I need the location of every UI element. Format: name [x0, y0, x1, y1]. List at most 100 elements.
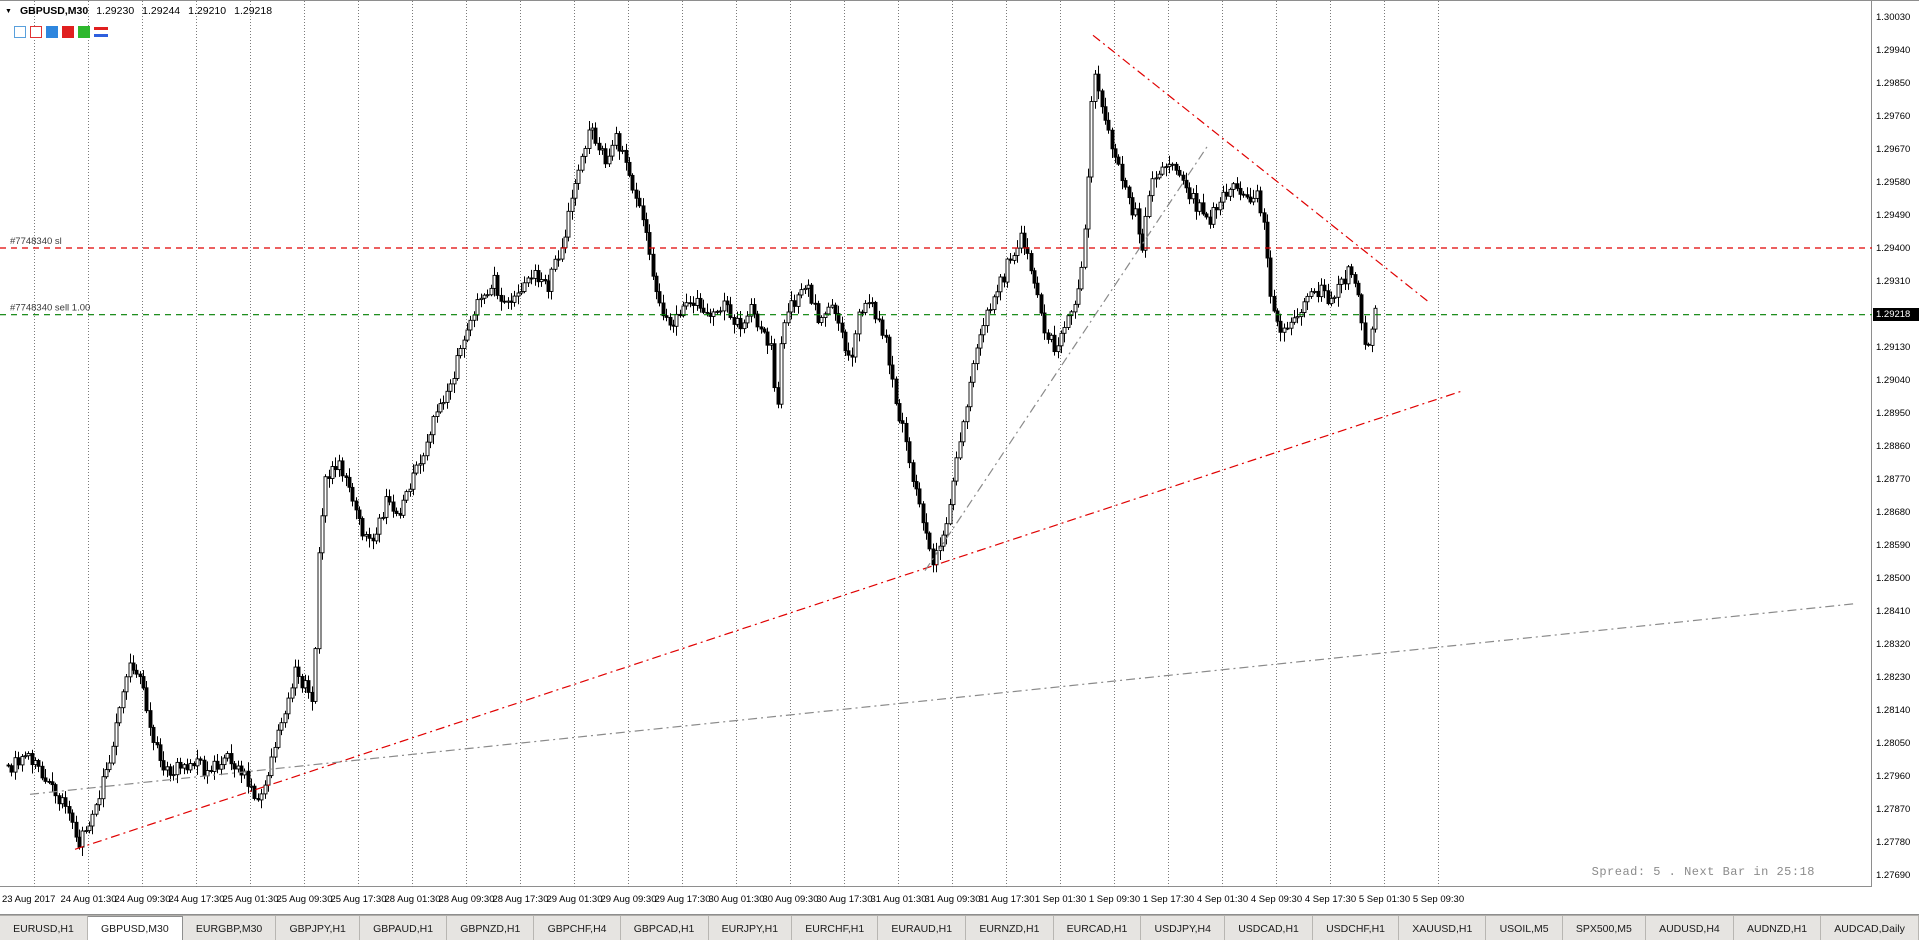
time-axis-label: 30 Aug 01:30	[708, 894, 765, 905]
price-axis-label: 1.28320	[1876, 638, 1911, 650]
time-axis-label: 24 Aug 09:30	[114, 894, 171, 905]
price-axis-label: 1.28680	[1876, 506, 1911, 518]
price-axis-label: 1.27690	[1876, 869, 1911, 881]
time-axis-label: 1 Sep 17:30	[1142, 894, 1195, 905]
marker-red-outline-square-icon[interactable]	[30, 26, 42, 38]
chart-plot-area[interactable]: #7748340 sl #7748340 sell 1.00 ▼ GBPUSD,M…	[0, 1, 1872, 887]
price-axis-label: 1.29490	[1876, 209, 1911, 221]
trendline-gray-steep-ascending[interactable]	[924, 144, 1209, 572]
price-axis-label: 1.28230	[1876, 671, 1911, 683]
tab-gbpnzd-h1[interactable]: GBPNZD,H1	[447, 916, 535, 940]
tab-usoil-m5[interactable]: USOIL,M5	[1486, 916, 1563, 940]
trendline-gray-long-ascending[interactable]	[29, 603, 1856, 795]
time-axis-label: 25 Aug 01:30	[222, 894, 279, 905]
tab-usdjpy-h4[interactable]: USDJPY,H4	[1141, 916, 1226, 940]
spread-nextbar-status: Spread: 5 . Next Bar in 25:18	[1591, 865, 1815, 879]
time-axis-label: 24 Aug 01:30	[60, 894, 117, 905]
price-axis-label: 1.28950	[1876, 407, 1911, 419]
time-axis-label: 31 Aug 01:30	[870, 894, 927, 905]
time-axis-label: 1 Sep 01:30	[1034, 894, 1087, 905]
tab-spx500-m5[interactable]: SPX500,M5	[1563, 916, 1646, 940]
tab-euraud-h1[interactable]: EURAUD,H1	[878, 916, 967, 940]
tab-eurjpy-h1[interactable]: EURJPY,H1	[709, 916, 793, 940]
time-axis-label: 31 Aug 17:30	[978, 894, 1035, 905]
tab-usdchf-h1[interactable]: USDCHF,H1	[1313, 916, 1400, 940]
tab-eurchf-h1[interactable]: EURCHF,H1	[792, 916, 879, 940]
price-axis-label: 1.29760	[1876, 110, 1911, 122]
bear-candles	[6, 73, 1371, 848]
tab-gbpusd-m30[interactable]: GBPUSD,M30	[87, 916, 183, 940]
tab-eurgbp-m30[interactable]: EURGBP,M30	[183, 916, 277, 940]
marker-blue-square-icon[interactable]	[46, 26, 58, 38]
bull-candles	[13, 73, 1378, 848]
bar-high-value: 1.29244	[142, 5, 181, 17]
time-axis-label: 28 Aug 17:30	[492, 894, 549, 905]
price-axis[interactable]: 1.30030 1.29940 1.29850 1.29760 1.29670 1.295…	[1873, 1, 1919, 887]
price-axis-label: 1.27870	[1876, 803, 1911, 815]
tab-gbpjpy-h1[interactable]: GBPJPY,H1	[276, 916, 361, 940]
tab-audcad-daily[interactable]: AUDCAD,Daily	[1821, 916, 1919, 940]
price-axis-label: 1.29040	[1876, 374, 1911, 386]
price-axis-label: 1.29400	[1876, 242, 1911, 254]
order-label: #7748340 sell 1.00	[10, 303, 90, 314]
marker-green-square-icon[interactable]	[78, 26, 90, 38]
price-axis-label: 1.28050	[1876, 737, 1911, 749]
grid-vertical-lines	[34, 1, 1439, 887]
chart-symbol-period: GBPUSD,M30	[19, 5, 89, 17]
tab-audusd-h4[interactable]: AUDUSD,H4	[1646, 916, 1734, 940]
trendline-resistance-red-descending[interactable]	[1092, 34, 1431, 304]
price-axis-label: 1.28140	[1876, 704, 1911, 716]
time-axis-label: 31 Aug 09:30	[924, 894, 981, 905]
tab-gbpchf-h4[interactable]: GBPCHF,H4	[534, 916, 621, 940]
time-axis-label: 30 Aug 09:30	[762, 894, 819, 905]
tab-gbpaud-h1[interactable]: GBPAUD,H1	[360, 916, 448, 940]
marker-red-square-icon[interactable]	[62, 26, 74, 38]
time-axis[interactable]: 23 Aug 2017 24 Aug 01:30 24 Aug 09:30 24 Au…	[0, 888, 1919, 915]
time-axis-label: 5 Sep 09:30	[1412, 894, 1465, 905]
flag-stripe	[94, 27, 108, 30]
time-axis-label: 30 Aug 17:30	[816, 894, 873, 905]
tab-eurcad-h1[interactable]: EURCAD,H1	[1054, 916, 1142, 940]
marker-blue-outline-square-icon[interactable]	[14, 26, 26, 38]
tab-eurusd-h1[interactable]: EURUSD,H1	[0, 916, 88, 940]
tab-audnzd-h1[interactable]: AUDNZD,H1	[1734, 916, 1822, 940]
object-marker-toolbar	[14, 26, 108, 38]
tab-usdcad-h1[interactable]: USDCAD,H1	[1225, 916, 1313, 940]
price-axis-label: 1.29940	[1876, 44, 1911, 56]
price-chart[interactable]: #7748340 sl #7748340 sell 1.00	[0, 1, 1872, 887]
bar-low-value: 1.29210	[188, 5, 227, 17]
trendline-support-red-ascending[interactable]	[74, 390, 1463, 850]
chart-tab-bar: EURUSD,H1 GBPUSD,M30 EURGBP,M30 GBPJPY,H1 GB…	[0, 915, 1919, 940]
bar-open-value: 1.29230	[96, 5, 135, 17]
price-axis-label: 1.29130	[1876, 341, 1911, 353]
tab-eurnzd-h1[interactable]: EURNZD,H1	[966, 916, 1054, 940]
chart-header: ▼ GBPUSD,M30 1.29230 1.29244 1.29210 1.2…	[5, 5, 272, 17]
chevron-down-icon[interactable]: ▼	[5, 8, 12, 15]
time-axis-label: 29 Aug 09:30	[600, 894, 657, 905]
price-axis-label: 1.27780	[1876, 836, 1911, 848]
time-axis-label: 4 Sep 01:30	[1196, 894, 1249, 905]
price-axis-label: 1.29670	[1876, 143, 1911, 155]
price-axis-label: 1.29580	[1876, 176, 1911, 188]
time-axis-label: 28 Aug 01:30	[384, 894, 441, 905]
current-price-tag: 1.29218	[1873, 308, 1919, 322]
tab-gbpcad-h1[interactable]: GBPCAD,H1	[621, 916, 709, 940]
tab-xauusd-h1[interactable]: XAUUSD,H1	[1399, 916, 1487, 940]
price-axis-label: 1.29310	[1876, 275, 1911, 287]
price-axis-label: 1.27960	[1876, 770, 1911, 782]
time-axis-label: 24 Aug 17:30	[168, 894, 225, 905]
marker-flag-icon[interactable]	[94, 26, 108, 38]
time-axis-label: 1 Sep 09:30	[1088, 894, 1141, 905]
price-axis-label: 1.28410	[1876, 605, 1911, 617]
time-axis-label: 23 Aug 2017	[2, 894, 56, 905]
time-axis-label: 28 Aug 09:30	[438, 894, 495, 905]
time-axis-label: 5 Sep 01:30	[1358, 894, 1411, 905]
time-axis-label: 4 Sep 09:30	[1250, 894, 1303, 905]
price-axis-label: 1.30030	[1876, 11, 1911, 23]
price-axis-label: 1.28500	[1876, 572, 1911, 584]
bar-close-value: 1.29218	[234, 5, 273, 17]
time-axis-label: 25 Aug 09:30	[276, 894, 333, 905]
order-label: #7748340 sl	[10, 236, 62, 247]
time-axis-label: 4 Sep 17:30	[1304, 894, 1357, 905]
